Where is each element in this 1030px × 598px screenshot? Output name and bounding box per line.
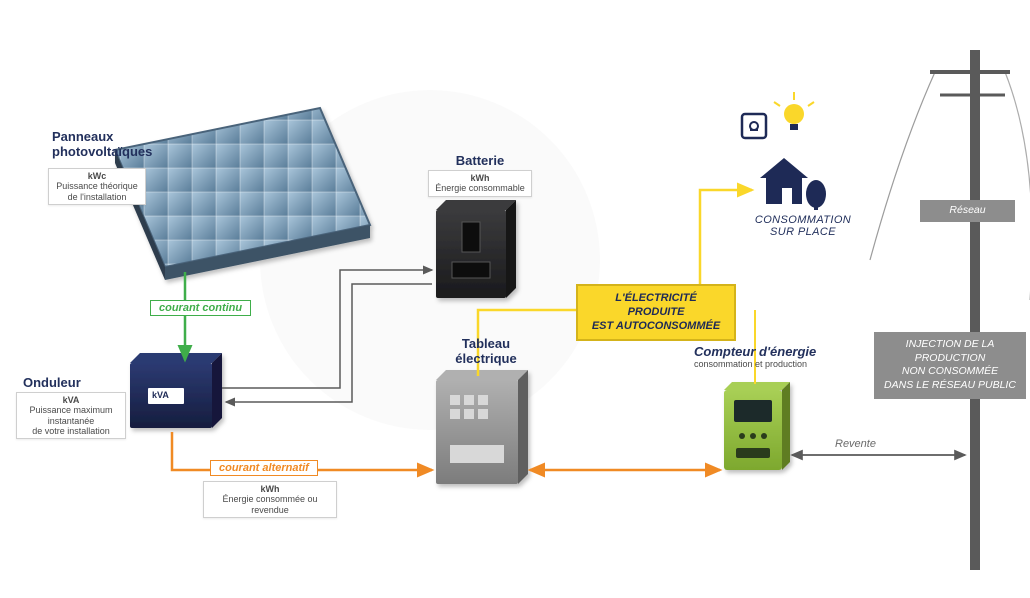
tableau-title: Tableau électrique (446, 337, 526, 367)
autoconso-l2: EST AUTOCONSOMMÉE (588, 320, 724, 334)
inverter-svg (130, 353, 222, 428)
revente-label: Revente (835, 438, 876, 450)
inj-l2: NON CONSOMMÉE (882, 365, 1018, 379)
battery-unitbox: kWh Énergie consommable (428, 170, 532, 197)
diagram-root: Panneaux photovoltaïques kWc Puissance t… (0, 0, 1030, 598)
inj-l1: INJECTION DE LA PRODUCTION (882, 338, 1018, 365)
inverter-desc: Puissance maximum instantanée de votre i… (29, 405, 112, 436)
inverter-unitbox: kVA Puissance maximum instantanée de vot… (16, 392, 126, 439)
house-caption: CONSOMMATION SUR PLACE (748, 214, 858, 238)
ac-desc: Énergie consommée ou revendue (222, 494, 317, 514)
ac-unitbox: kWh Énergie consommée ou revendue (203, 481, 337, 518)
solar-unitbox: kWc Puissance théorique de l'installatio… (48, 168, 146, 205)
solar-desc: Puissance théorique de l'installation (56, 181, 138, 201)
pole-svg (870, 50, 1030, 570)
meter-title: Compteur d'énergie (694, 344, 816, 359)
meter-titles: Compteur d'énergie consommation et produ… (694, 344, 816, 369)
meter-subtitle: consommation et production (694, 359, 816, 369)
house-line1: CONSOMMATION (748, 214, 858, 226)
house-svg (742, 92, 826, 210)
injection-box: INJECTION DE LA PRODUCTION NON CONSOMMÉE… (874, 332, 1026, 399)
solar-title: Panneaux photovoltaïques (52, 130, 152, 160)
autoconso-callout: L'ÉLECTRICITÉ PRODUITE EST AUTOCONSOMMÉE (576, 284, 736, 341)
solar-unit: kWc (55, 171, 139, 181)
battery-unit: kWh (435, 173, 525, 183)
diagram-svg (0, 0, 1030, 598)
inverter-title: Onduleur (23, 375, 81, 390)
dc-label: courant continu (150, 300, 251, 316)
meter-svg (724, 382, 790, 470)
battery-desc: Énergie consommable (435, 183, 525, 193)
inverter-badge: kVA (152, 390, 169, 400)
solar-panel-svg (115, 108, 370, 280)
reseau-box: Réseau (920, 200, 1015, 222)
inj-l3: DANS LE RÉSEAU PUBLIC (882, 379, 1018, 393)
battery-title: Batterie (450, 153, 510, 168)
ac-unit: kWh (210, 484, 330, 494)
ac-label: courant alternatif (210, 460, 318, 476)
house-line2: SUR PLACE (748, 226, 858, 238)
battery-svg (436, 200, 516, 298)
autoconso-l1: L'ÉLECTRICITÉ PRODUITE (588, 292, 724, 320)
tableau-svg (436, 370, 528, 484)
inverter-unit: kVA (23, 395, 119, 405)
